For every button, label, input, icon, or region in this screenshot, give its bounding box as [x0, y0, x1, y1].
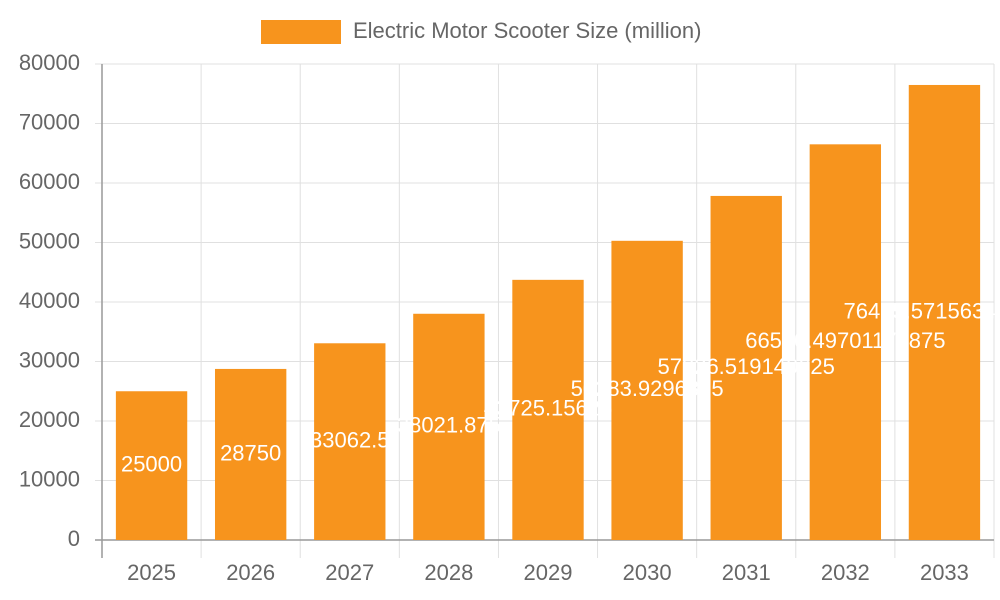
value-label: 66500.49701171875: [745, 328, 945, 353]
x-tick-label: 2028: [424, 560, 473, 585]
y-tick-label: 40000: [19, 288, 80, 313]
value-label: 50283.9296875: [571, 376, 724, 401]
y-tick-label: 10000: [19, 466, 80, 491]
bar: [115, 391, 188, 540]
bar: [908, 84, 981, 541]
y-tick-label: 60000: [19, 169, 80, 194]
value-label: 33062.5: [310, 427, 390, 452]
y-tick-label: 80000: [19, 50, 80, 75]
y-tick-label: 70000: [19, 109, 80, 134]
bar: [611, 240, 683, 541]
legend-swatch[interactable]: [261, 20, 341, 44]
bar: [710, 195, 782, 541]
x-tick-label: 2030: [623, 560, 672, 585]
y-tick-label: 0: [68, 526, 80, 551]
value-label: 76475.57156347657: [843, 298, 1000, 323]
value-label: 25000: [121, 451, 182, 476]
x-tick-label: 2026: [226, 560, 275, 585]
x-tick-label: 2031: [722, 560, 771, 585]
x-tick-label: 2025: [127, 560, 176, 585]
x-tick-label: 2029: [524, 560, 573, 585]
bar: [314, 343, 386, 540]
y-tick-label: 20000: [19, 407, 80, 432]
x-tick-label: 2032: [821, 560, 870, 585]
bar: [214, 368, 287, 540]
value-label: 57826.519140625: [658, 354, 835, 379]
bar: [413, 313, 485, 540]
x-tick-label: 2033: [920, 560, 969, 585]
value-label: 28750: [220, 440, 281, 465]
bar: [809, 144, 882, 541]
value-label: 43725.15625: [484, 396, 612, 421]
y-tick-label: 30000: [19, 347, 80, 372]
x-tick-label: 2027: [325, 560, 374, 585]
bar: [512, 279, 584, 540]
legend-label[interactable]: Electric Motor Scooter Size (million): [353, 18, 701, 43]
y-tick-label: 50000: [19, 228, 80, 253]
value-label: 38021.875: [397, 413, 501, 438]
